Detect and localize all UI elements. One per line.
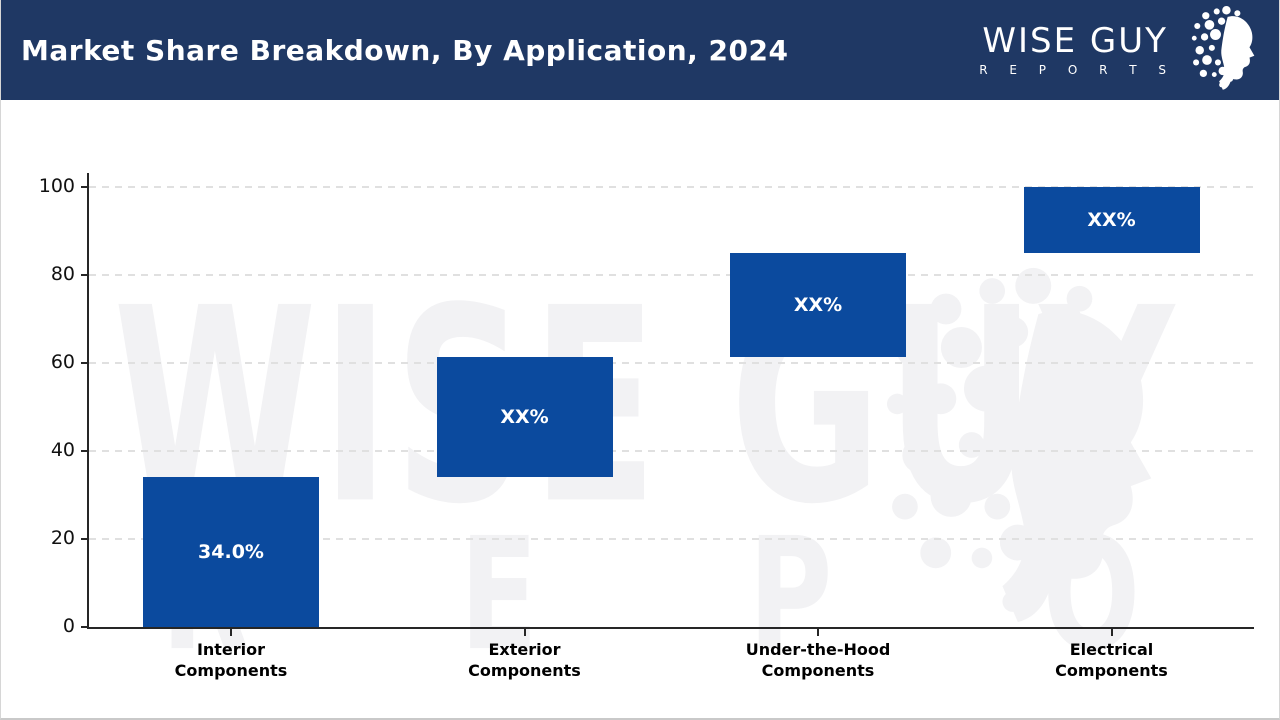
xtick-mark-2 [523,629,526,636]
gridline-y40 [89,450,1254,452]
xtick-mark-4 [1110,629,1113,636]
bar-value-label-2: XX% [500,406,549,429]
bar-segment-1: 34.0% [143,477,319,627]
chart-title: Market Share Breakdown, By Application, … [21,33,789,67]
category-label-4: Electrical Components [1055,640,1168,680]
ytick-mark-80 [81,274,89,276]
logo-wordmark-line2: R E P O R T S [979,63,1175,77]
gridline-y60 [89,362,1254,364]
ytick-label-60: 60 [50,351,75,373]
gridline-y100 [89,186,1254,188]
bar-segment-4: XX% [1023,187,1200,253]
logo-wordmark-line1: WISE GUY [982,21,1168,61]
logo-head-icon [1181,6,1267,94]
bar-segment-3: XX% [730,253,906,357]
category-label-1: Interior Components [174,640,288,680]
ytick-mark-0 [81,626,89,628]
category-label-3: Under-the-Hood Components [745,640,891,680]
ytick-mark-60 [81,362,89,364]
xtick-mark-3 [817,629,819,636]
y-axis-line [87,173,89,629]
ytick-mark-40 [81,450,89,452]
gridline-y20 [89,538,1254,540]
ytick-label-80: 80 [50,263,75,285]
logo-wordmark: WISE GUY R E P O R T S [975,24,1175,76]
bar-segment-2: XX% [436,356,613,478]
gridline-y80 [89,274,1254,276]
bar-value-label-4: XX% [1087,209,1136,231]
ytick-label-0: 0 [62,615,75,637]
ytick-label-100: 100 [38,175,75,197]
ytick-mark-100 [81,186,89,188]
ytick-label-40: 40 [50,439,75,461]
header-banner: Market Share Breakdown, By Application, … [1,0,1279,100]
ytick-mark-20 [81,538,89,540]
chart-area: WISE GUY R E P O R T S 02040608010034.0%… [1,100,1279,718]
xtick-mark-1 [230,629,232,636]
ytick-label-20: 20 [50,527,75,549]
category-label-2: Exterior Components [468,640,581,680]
bar-value-label-3: XX% [793,293,843,316]
wiseguy-logo: WISE GUY R E P O R T S [975,6,1267,94]
x-axis-line [87,627,1254,629]
bar-value-label-1: 34.0% [198,541,264,564]
